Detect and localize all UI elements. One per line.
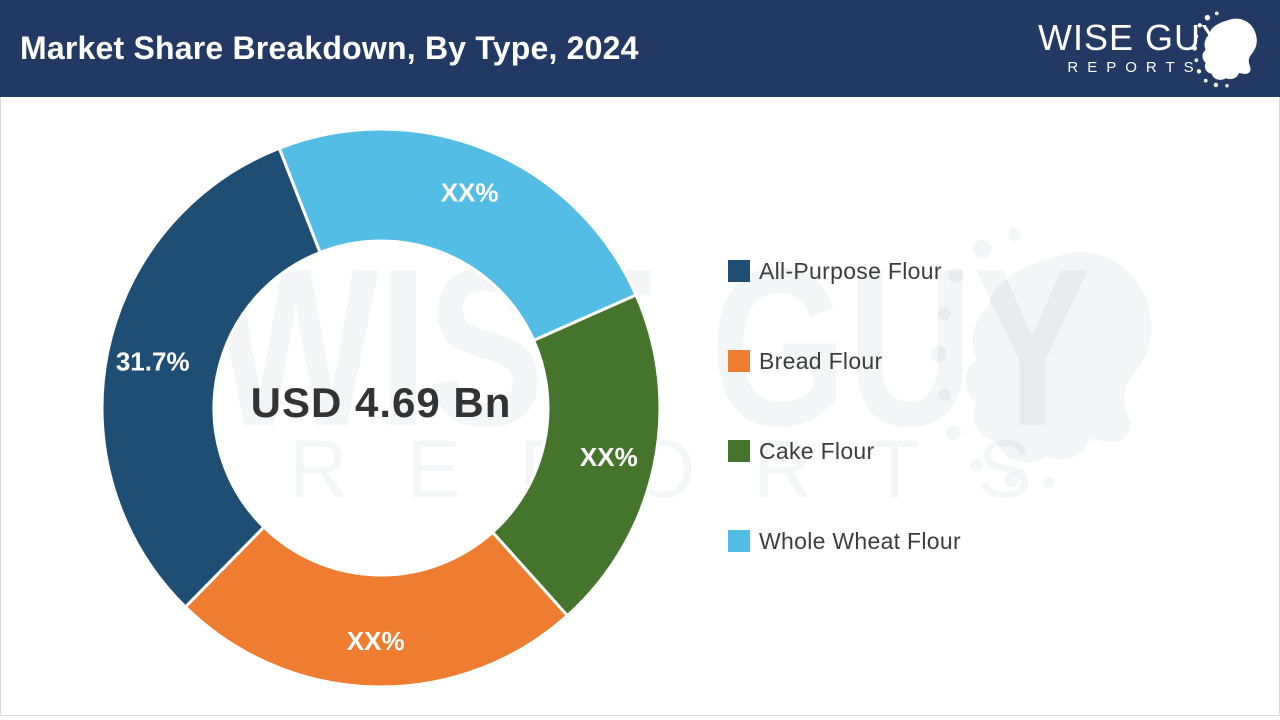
donut-segment-cake-flour bbox=[491, 293, 661, 618]
donut-segment-whole-wheat-flour bbox=[277, 128, 638, 342]
donut-segment-bread-flour bbox=[183, 525, 569, 688]
header-bar: Market Share Breakdown, By Type, 2024 WI… bbox=[0, 0, 1280, 97]
donut-segment-label-cake-flour: XX% bbox=[580, 442, 638, 472]
legend-swatch bbox=[728, 350, 750, 372]
donut-chart-svg: 31.7% XX% XX% XX% bbox=[101, 128, 661, 688]
legend-item-bread-flour: Bread Flour bbox=[728, 346, 961, 376]
legend-swatch bbox=[728, 260, 750, 282]
brand-subtitle: REPORTS bbox=[1067, 59, 1203, 76]
legend-label: All-Purpose Flour bbox=[759, 257, 942, 284]
face-profile-icon bbox=[1192, 11, 1257, 88]
legend-label: Cake Flour bbox=[759, 437, 875, 464]
legend-item-whole-wheat-flour: Whole Wheat Flour bbox=[728, 526, 961, 556]
legend-item-cake-flour: Cake Flour bbox=[728, 436, 961, 466]
chart-center-value: USD 4.69 Bn bbox=[250, 379, 512, 426]
legend-label: Bread Flour bbox=[759, 347, 883, 374]
donut-chart: 31.7% XX% XX% XX% USD 4.69 Bn bbox=[101, 128, 661, 688]
legend-label: Whole Wheat Flour bbox=[759, 527, 961, 554]
brand-logo-text: WISE GUY REPORTS bbox=[1038, 20, 1226, 77]
chart-legend: All-Purpose Flour Bread Flour Cake Flour Wh… bbox=[728, 256, 961, 556]
donut-segment-all-purpose-flour bbox=[101, 146, 322, 609]
donut-segment-label-whole-wheat-flour: XX% bbox=[441, 178, 499, 208]
watermark-face-icon bbox=[930, 228, 1152, 489]
page-title: Market Share Breakdown, By Type, 2024 bbox=[20, 30, 639, 66]
donut-segment-label-all-purpose-flour: 31.7% bbox=[116, 346, 190, 376]
brand-logo: WISE GUY REPORTS bbox=[1016, 6, 1266, 92]
donut-segment-label-bread-flour: XX% bbox=[347, 626, 405, 656]
legend-swatch bbox=[728, 440, 750, 462]
legend-swatch bbox=[728, 530, 750, 552]
chart-area: WISE GUY REPORTS 31.7% XX% XX% XX% USD 4.69… bbox=[0, 97, 1280, 716]
legend-item-all-purpose-flour: All-Purpose Flour bbox=[728, 256, 961, 286]
